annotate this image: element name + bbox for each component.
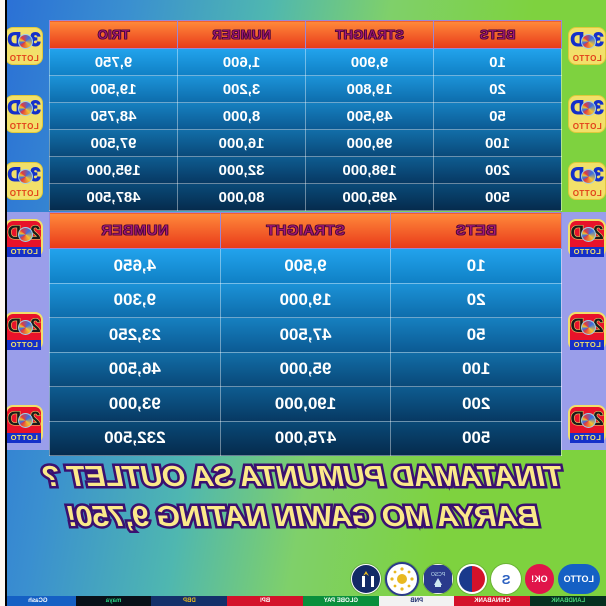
- svg-text:PCSO: PCSO: [431, 572, 445, 578]
